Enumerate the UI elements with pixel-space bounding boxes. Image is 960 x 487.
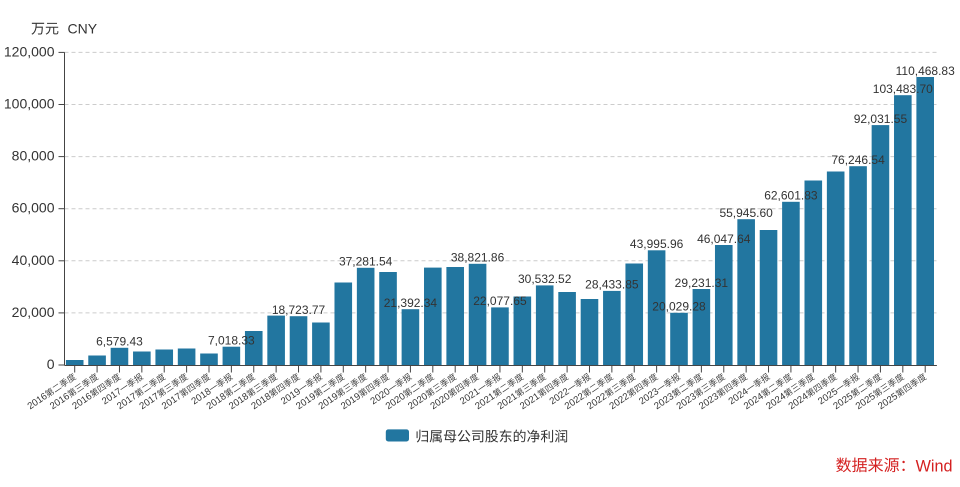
- svg-text:Wind: Wind: [916, 457, 953, 475]
- svg-text:38,821.86: 38,821.86: [451, 251, 505, 265]
- svg-text:20,029.28: 20,029.28: [652, 300, 706, 314]
- svg-text:46,047.64: 46,047.64: [697, 232, 751, 246]
- svg-text:43,995.96: 43,995.96: [630, 237, 684, 251]
- svg-text:29,231.31: 29,231.31: [675, 276, 729, 290]
- svg-text:20,000: 20,000: [12, 304, 55, 320]
- svg-text:CNY: CNY: [68, 21, 98, 37]
- svg-text:80,000: 80,000: [12, 148, 55, 164]
- svg-text:40,000: 40,000: [12, 252, 55, 268]
- svg-text:37,281.54: 37,281.54: [339, 255, 393, 269]
- svg-text:120,000: 120,000: [4, 43, 55, 59]
- svg-text:55,945.60: 55,945.60: [719, 206, 773, 220]
- svg-text:6,579.43: 6,579.43: [96, 335, 143, 349]
- svg-text:7,018.33: 7,018.33: [208, 334, 255, 348]
- svg-text:60,000: 60,000: [12, 200, 55, 216]
- svg-text:103,483.70: 103,483.70: [873, 82, 933, 96]
- svg-text:110,468.83: 110,468.83: [896, 64, 955, 78]
- svg-text:92,031.55: 92,031.55: [854, 112, 908, 126]
- svg-text:30,532.52: 30,532.52: [518, 272, 572, 286]
- svg-text:62,601.83: 62,601.83: [764, 189, 818, 203]
- svg-text:21,392.34: 21,392.34: [384, 296, 438, 310]
- svg-text:0: 0: [47, 356, 55, 372]
- svg-text:76,246.54: 76,246.54: [831, 153, 885, 167]
- svg-text:18,723.77: 18,723.77: [272, 303, 326, 317]
- svg-text:100,000: 100,000: [4, 96, 55, 112]
- svg-text:22,077.65: 22,077.65: [473, 294, 527, 308]
- svg-text:28,433.85: 28,433.85: [585, 278, 639, 292]
